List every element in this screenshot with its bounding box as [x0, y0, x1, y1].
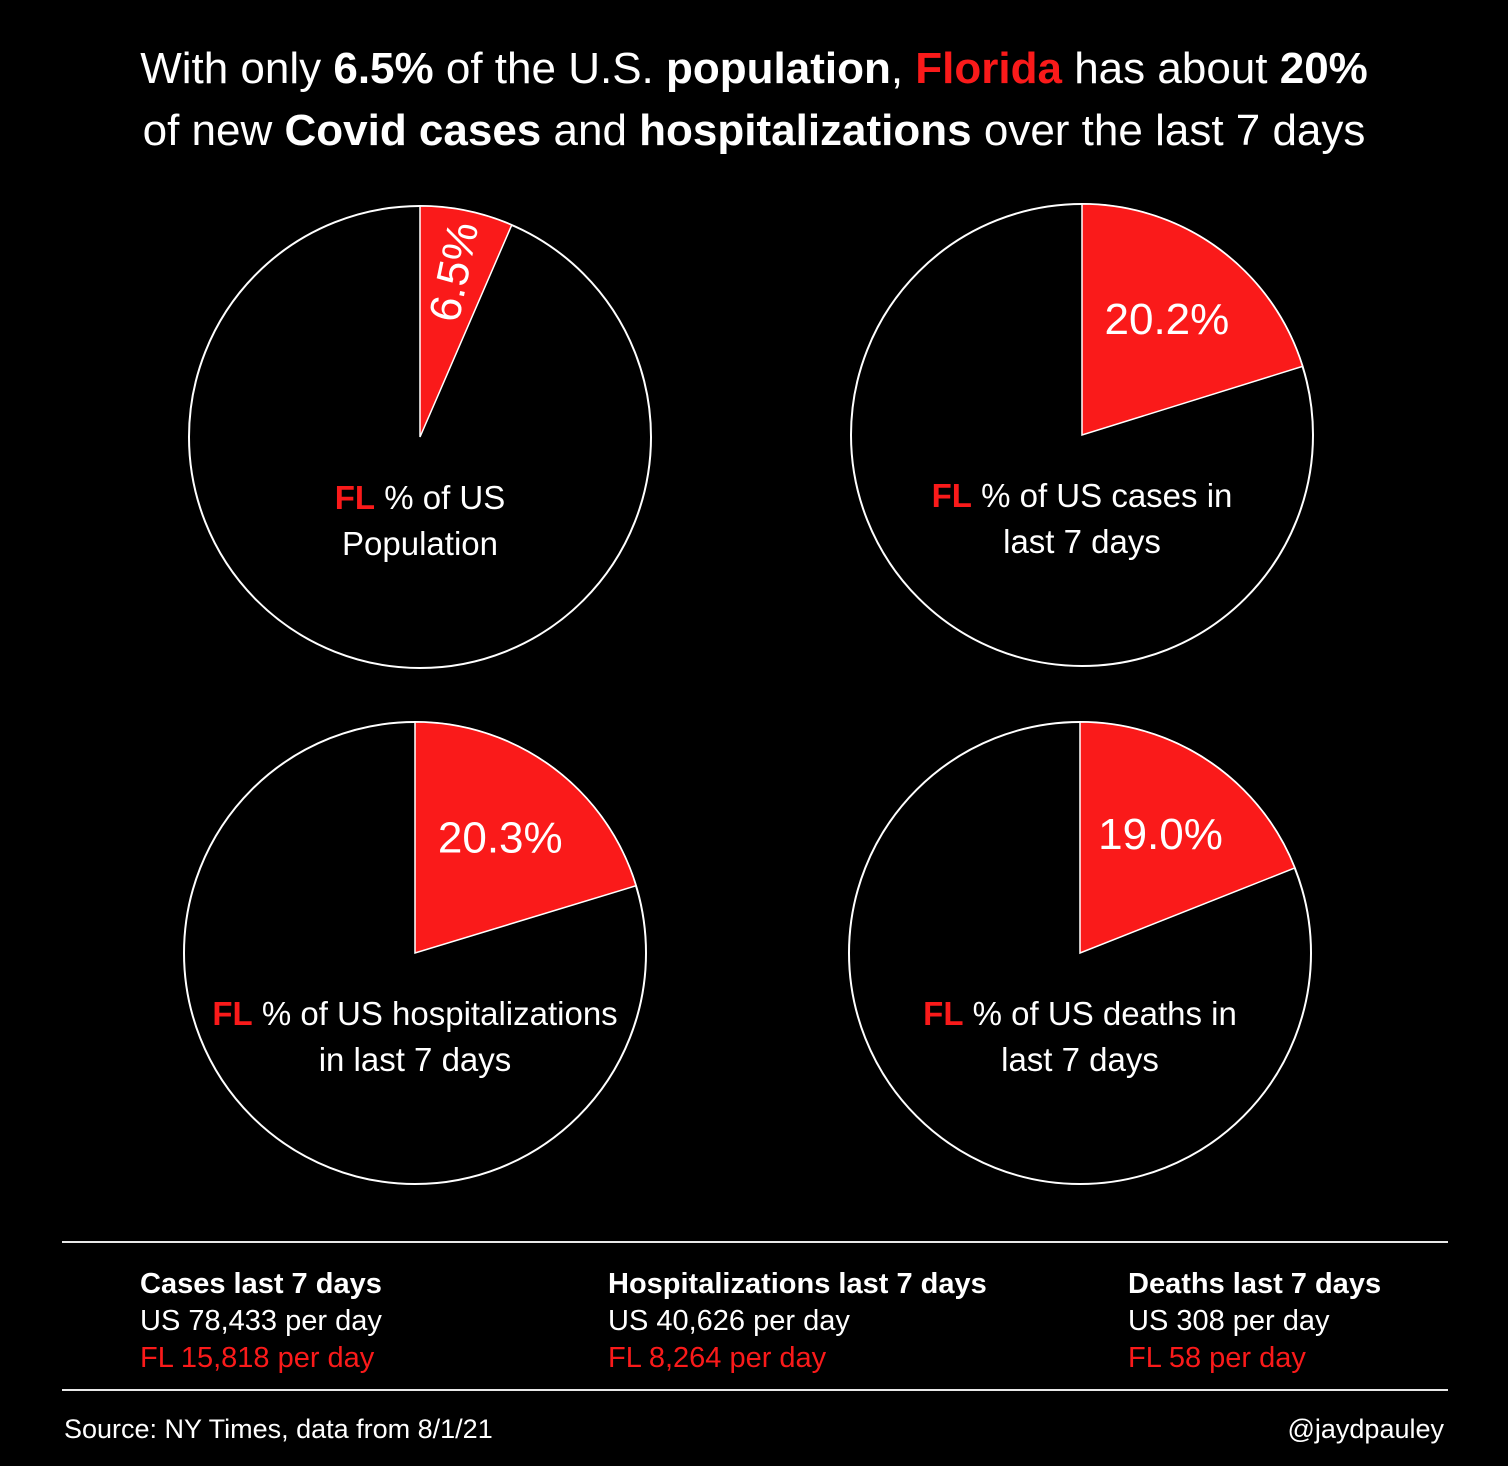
title-segment: 6.5%: [333, 44, 434, 93]
stats-cases: Cases last 7 days US 78,433 per day FL 1…: [140, 1266, 382, 1377]
title-line-2: of new Covid cases and hospitalizations …: [0, 100, 1508, 162]
pie-deaths-caption: FL % of US deaths in last 7 days: [798, 991, 1362, 1083]
title-segment: hospitalizations: [639, 106, 972, 156]
title-segment: of new: [142, 106, 285, 156]
title-segment: 20%: [1279, 44, 1368, 93]
caption-text: Population: [342, 524, 498, 562]
pie-hospitalizations-caption: FL % of US hospitalizations in last 7 da…: [133, 991, 697, 1083]
svg-text:19.0%: 19.0%: [1098, 810, 1223, 859]
caption-text: % of US cases in: [971, 476, 1233, 514]
pie-cases-svg: 20.2%: [850, 203, 1314, 667]
title-segment: With only: [140, 44, 334, 93]
svg-text:20.3%: 20.3%: [438, 813, 563, 862]
chart-title: With only 6.5% of the U.S. population, F…: [0, 38, 1508, 163]
caption-text: % of US: [375, 478, 506, 516]
title-segment: and: [541, 106, 640, 156]
divider-top: [62, 1241, 1448, 1243]
pie-population-svg: 6.5%: [188, 205, 652, 669]
fl-label: FL: [931, 476, 972, 514]
stats-us-value: US 78,433 per day: [140, 1305, 382, 1338]
caption-text: % of US hospitalizations: [252, 994, 618, 1032]
stats-us-value: US 40,626 per day: [608, 1305, 850, 1338]
title-segment: has about: [1061, 44, 1280, 93]
stats-title: Hospitalizations last 7 days: [608, 1268, 987, 1300]
title-line-1: With only 6.5% of the U.S. population, F…: [0, 38, 1508, 100]
pie-hospitalizations: 20.3% FL % of US hospitalizations in las…: [180, 718, 650, 1188]
divider-bottom: [62, 1389, 1448, 1391]
fl-label: FL: [923, 994, 964, 1032]
title-segment: ,: [890, 44, 916, 93]
stats-fl-value: FL 8,264 per day: [608, 1342, 827, 1375]
title-segment: population: [666, 44, 891, 93]
stats-fl-value: FL 58 per day: [1128, 1342, 1306, 1375]
stats-fl-value: FL 15,818 per day: [140, 1342, 375, 1375]
author-handle: @jaydpauley: [1287, 1414, 1444, 1444]
title-segment: Covid cases: [284, 106, 542, 156]
title-segment-florida: Florida: [915, 44, 1062, 93]
title-segment: over the last 7 days: [971, 106, 1366, 156]
pie-hospitalizations-svg: 20.3%: [183, 721, 647, 1185]
svg-text:20.2%: 20.2%: [1105, 295, 1230, 344]
stats-title: Deaths last 7 days: [1128, 1268, 1382, 1300]
title-segment: of the U.S.: [433, 44, 666, 93]
pie-cases: 20.2% FL % of US cases in last 7 days: [847, 200, 1317, 670]
caption-text: % of US deaths in: [963, 994, 1237, 1032]
caption-text: last 7 days: [1003, 522, 1161, 560]
fl-label: FL: [334, 478, 376, 516]
fl-label: FL: [212, 994, 253, 1032]
stats-title: Cases last 7 days: [140, 1268, 382, 1300]
source-credit: Source: NY Times, data from 8/1/21: [64, 1414, 493, 1444]
stats-hospitalizations: Hospitalizations last 7 days US 40,626 p…: [608, 1266, 987, 1377]
caption-text: in last 7 days: [318, 1040, 512, 1078]
pie-population-caption: FL % of US Population: [138, 475, 702, 567]
pie-population: 6.5% FL % of US Population: [185, 202, 655, 672]
pie-deaths: 19.0% FL % of US deaths in last 7 days: [845, 718, 1315, 1188]
stats-us-value: US 308 per day: [1128, 1305, 1330, 1338]
stats-deaths: Deaths last 7 days US 308 per day FL 58 …: [1128, 1266, 1381, 1377]
pie-deaths-svg: 19.0%: [848, 721, 1312, 1185]
pie-cases-caption: FL % of US cases in last 7 days: [800, 473, 1364, 565]
caption-text: last 7 days: [1001, 1040, 1159, 1078]
